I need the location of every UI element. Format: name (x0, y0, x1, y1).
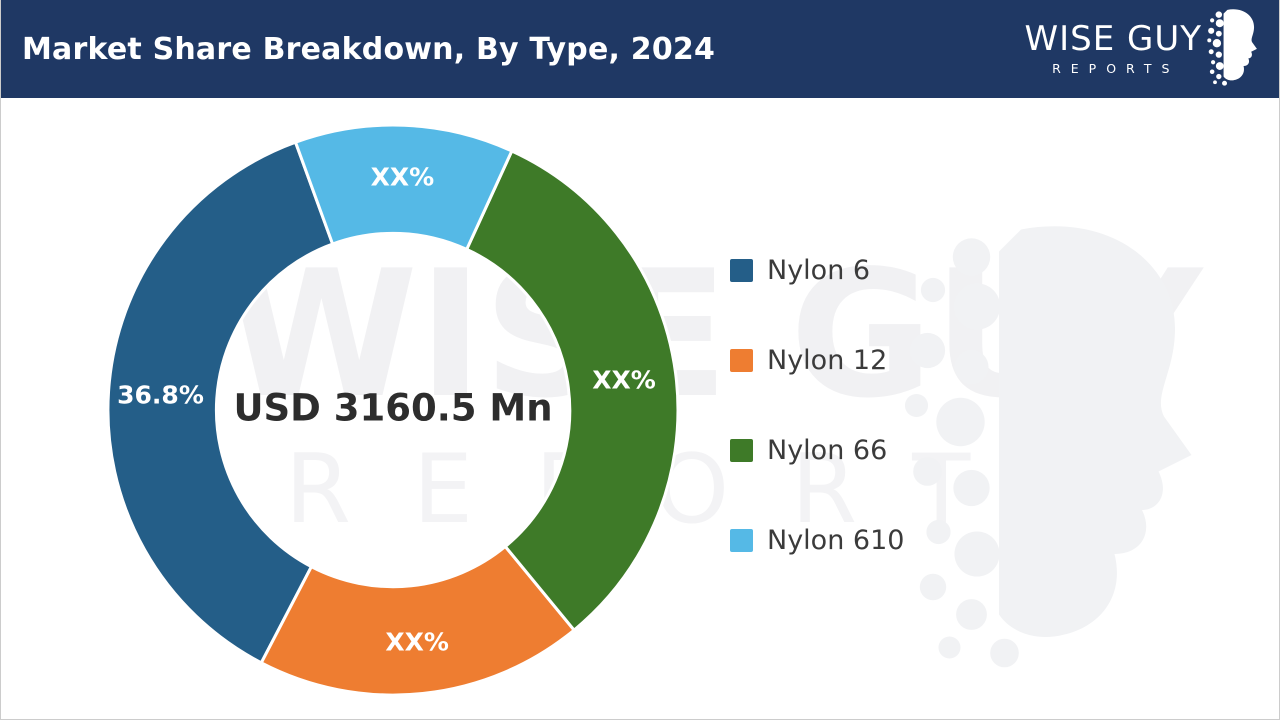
legend-item-nylon-12: Nylon 12 (730, 344, 904, 376)
slice-label-nylon-66: XX% (592, 365, 656, 395)
legend-swatch-nylon-6 (730, 258, 753, 282)
slice-nylon-610 (293, 123, 514, 252)
chart-body: WISE GUY REPORTS USD 3160.5 Mn 36.8% XX% X… (0, 98, 1280, 720)
brand-logo-text: WISE GUY REPORTS (1024, 22, 1202, 76)
face-profile-logo-icon (1206, 7, 1264, 91)
legend-item-nylon-66: Nylon 66 (730, 434, 904, 466)
slice-nylon-6 (106, 140, 335, 665)
brand-name: WISE GUY (1024, 19, 1202, 59)
watermark-face-icon (900, 213, 1230, 679)
legend-swatch-nylon-610 (730, 528, 753, 552)
legend-label: Nylon 66 (767, 434, 888, 466)
chart-center-value: USD 3160.5 Mn (233, 386, 553, 430)
page-title: Market Share Breakdown, By Type, 2024 (22, 31, 716, 67)
legend-label: Nylon 610 (767, 524, 905, 556)
slice-label-nylon-12: XX% (385, 627, 449, 657)
donut-chart (106, 123, 680, 697)
brand-logo: WISE GUY REPORTS (1024, 0, 1264, 98)
slice-label-nylon-610: XX% (370, 162, 435, 192)
legend-label: Nylon 6 (767, 254, 871, 286)
brand-subtitle: REPORTS (1052, 61, 1180, 76)
slice-nylon-66 (464, 149, 680, 633)
legend-swatch-nylon-12 (730, 348, 753, 372)
slice-label-nylon-6: 36.8% (117, 380, 204, 410)
legend-item-nylon-6: Nylon 6 (730, 254, 904, 286)
header-bar: Market Share Breakdown, By Type, 2024 WI… (0, 0, 1280, 98)
donut-chart-area: USD 3160.5 Mn 36.8% XX% XX% XX% (0, 98, 1280, 720)
legend-swatch-nylon-66 (730, 438, 753, 462)
legend-item-nylon-610: Nylon 610 (730, 524, 905, 556)
slice-nylon-12 (259, 544, 577, 697)
legend-label: Nylon 12 (767, 344, 888, 376)
chart-legend: Nylon 6 Nylon 12 Nylon 66 Nylon 610 (730, 254, 905, 618)
